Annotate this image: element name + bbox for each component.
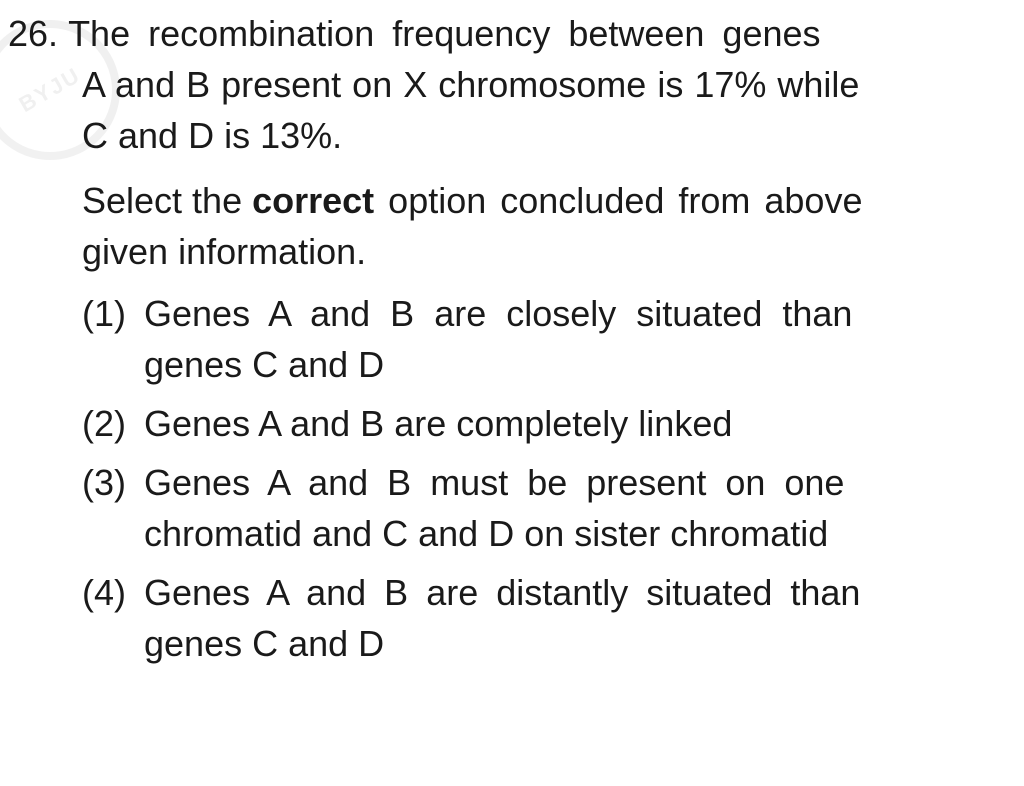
option-4-line2: genes C and D bbox=[144, 618, 994, 669]
option-3-number: (3) bbox=[82, 457, 144, 559]
prompt-part1: Select the bbox=[82, 180, 252, 221]
question-number: 26. bbox=[8, 13, 58, 54]
option-4-text: Genes A and B are distantly situated tha… bbox=[144, 567, 994, 669]
prompt-text: Select the correct option concluded from… bbox=[82, 175, 994, 277]
option-4: (4) Genes A and B are distantly situated… bbox=[82, 567, 994, 669]
option-2-number: (2) bbox=[82, 398, 144, 449]
option-3-line1: Genes A and B must be present on one bbox=[144, 457, 994, 508]
option-4-line1: Genes A and B are distantly situated tha… bbox=[144, 567, 994, 618]
option-3-line2: chromatid and C and D on sister chromati… bbox=[144, 508, 994, 559]
stem-line-1: The recombination frequency between gene… bbox=[68, 13, 820, 54]
option-3: (3) Genes A and B must be present on one… bbox=[82, 457, 994, 559]
option-1-line1: Genes A and B are closely situated than bbox=[144, 288, 994, 339]
option-2-text: Genes A and B are completely linked bbox=[144, 398, 994, 449]
option-1-text: Genes A and B are closely situated than … bbox=[144, 288, 994, 390]
prompt-part2: option concluded from above bbox=[374, 180, 862, 221]
options-list: (1) Genes A and B are closely situated t… bbox=[8, 288, 994, 670]
stem-line-3: C and D is 13%. bbox=[82, 110, 994, 161]
question-container: 26. The recombination frequency between … bbox=[0, 0, 1024, 669]
option-3-text: Genes A and B must be present on one chr… bbox=[144, 457, 994, 559]
question-stem: 26. The recombination frequency between … bbox=[8, 8, 994, 161]
option-4-number: (4) bbox=[82, 567, 144, 669]
prompt-block: Select the correct option concluded from… bbox=[8, 175, 994, 277]
prompt-line2: given information. bbox=[82, 226, 994, 277]
stem-line-2: A and B present on X chromosome is 17% w… bbox=[82, 59, 994, 110]
option-1: (1) Genes A and B are closely situated t… bbox=[82, 288, 994, 390]
option-1-line2: genes C and D bbox=[144, 339, 994, 390]
option-2: (2) Genes A and B are completely linked bbox=[82, 398, 994, 449]
prompt-bold: correct bbox=[252, 180, 374, 221]
option-2-line1: Genes A and B are completely linked bbox=[144, 398, 994, 449]
option-1-number: (1) bbox=[82, 288, 144, 390]
